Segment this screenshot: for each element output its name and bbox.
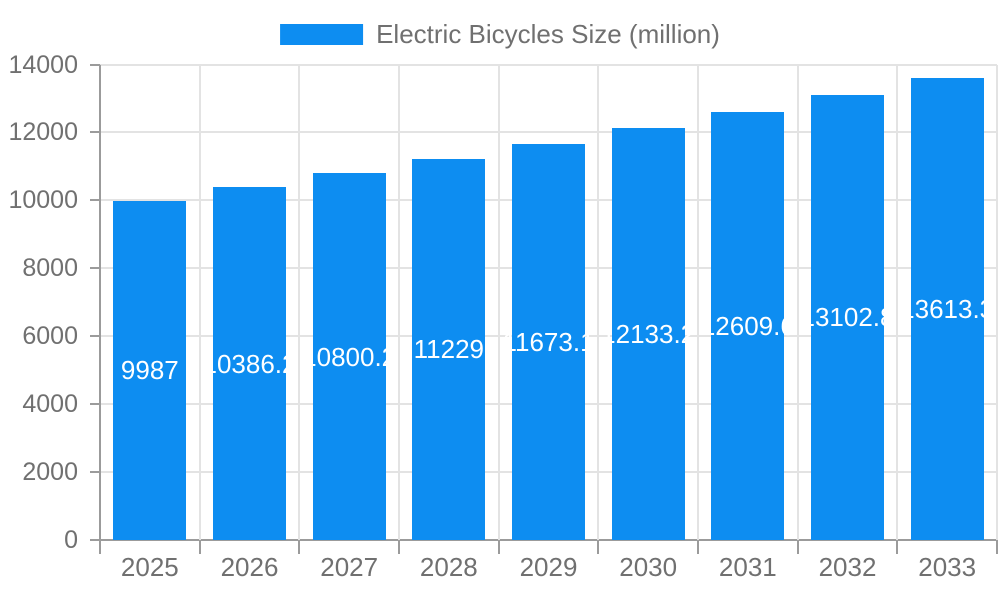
legend-label: Electric Bicycles Size (million) [376,19,720,49]
y-axis-label: 2000 [22,458,78,487]
gridline-y-12000 [100,131,997,134]
y-axis-line [99,64,101,540]
y-tick [90,403,100,406]
bar-2028[interactable] [412,158,486,540]
x-tick [497,540,500,554]
gridline-x-boundary [597,64,600,540]
x-tick [597,540,600,554]
x-axis-line [100,539,997,541]
y-axis-label: 8000 [22,254,78,283]
gridline-x-boundary [796,64,799,540]
bar-2032[interactable] [811,94,884,540]
gridline-x-boundary [697,64,699,540]
y-tick [90,335,100,338]
bar-2030[interactable] [611,127,685,540]
x-tick [298,540,301,554]
y-axis-label: 12000 [8,118,78,147]
legend-swatch [280,24,364,45]
x-tick [99,540,101,554]
x-axis-label: 2028 [419,552,478,582]
x-axis-label: 2025 [120,552,179,582]
x-axis-label: 2033 [918,552,977,582]
x-tick [398,540,400,554]
bar-2026[interactable] [213,187,286,540]
bar-2027[interactable] [312,173,386,540]
gridline-x-boundary [996,64,998,540]
y-axis-label: 4000 [22,390,78,419]
x-axis-label: 2026 [220,552,279,582]
gridline-x-boundary [398,64,400,540]
y-tick [90,63,100,66]
y-tick [90,131,100,134]
x-tick [996,540,998,554]
x-axis-label: 2031 [718,552,777,582]
legend[interactable]: Electric Bicycles Size (million) [280,19,720,50]
x-axis-label: 2032 [818,552,877,582]
x-axis-label: 2029 [519,552,578,582]
y-tick [90,199,100,202]
gridline-x-boundary [198,64,201,540]
gridline-x-boundary [896,64,899,540]
y-axis-label: 14000 [8,50,78,79]
x-tick [896,540,899,554]
x-tick [796,540,799,554]
gridline-y-14000 [100,63,997,66]
y-tick [90,471,100,474]
gridline-x-boundary [497,64,500,540]
y-tick [90,539,100,541]
x-axis-label: 2027 [320,552,379,582]
gridline-x-boundary [298,64,301,540]
x-axis-label: 2030 [619,552,678,582]
bar-2033[interactable] [910,77,984,540]
y-tick [90,267,100,270]
bar-2031[interactable] [711,111,785,540]
bar-2029[interactable] [512,143,585,540]
y-axis-label: 0 [64,526,78,554]
x-tick [198,540,201,554]
y-axis-label: 6000 [22,322,78,351]
bar-2025[interactable] [113,200,187,540]
x-tick [697,540,699,554]
y-axis-label: 10000 [8,186,78,215]
